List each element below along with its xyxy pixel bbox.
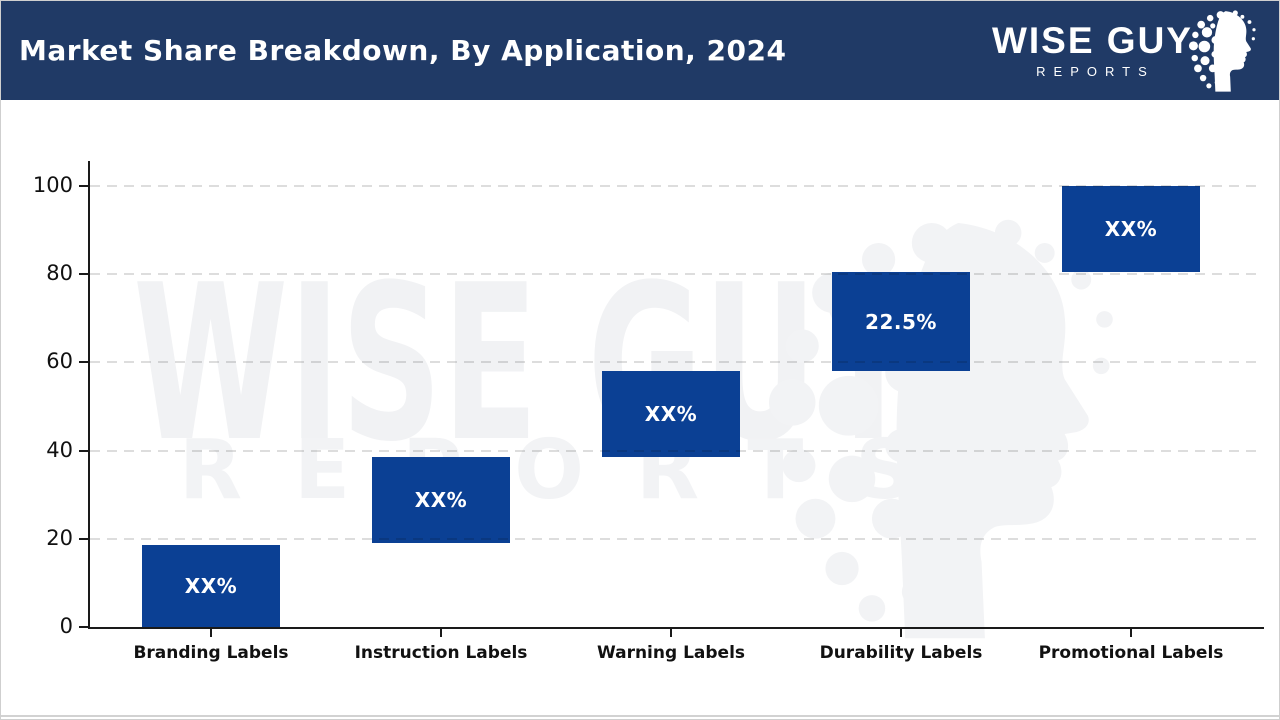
grid-line: [90, 361, 1263, 364]
figure-bottom-border: [1, 715, 1279, 717]
bar-value-label: XX%: [414, 488, 468, 513]
dotted-head-logo-icon: [1188, 9, 1256, 92]
bar: XX%: [372, 457, 510, 544]
y-tick-label: 0: [59, 614, 73, 638]
grid-line: [90, 273, 1263, 276]
bar-value-label: XX%: [184, 574, 238, 599]
chart-plot-area: WISE GUY REPORTS 0 20 40 60 80 100 Branding La…: [1, 100, 1279, 719]
bar: XX%: [1062, 186, 1200, 272]
x-axis-tick: [1130, 629, 1132, 637]
y-tick-label: 20: [46, 525, 73, 550]
grid-line: [90, 537, 1263, 540]
x-axis-tick: [440, 629, 442, 637]
y-axis-tick: [79, 361, 88, 364]
x-axis-label: Durability Labels: [819, 643, 983, 663]
x-axis-tick: [670, 629, 672, 637]
bar-value-label: XX%: [1104, 216, 1158, 241]
x-axis-label: Branding Labels: [133, 643, 289, 663]
y-tick-label: 100: [32, 173, 73, 197]
brand-name: WISE GUY: [991, 20, 1193, 61]
x-axis-label: Instruction Labels: [354, 643, 528, 663]
x-axis-tick: [900, 629, 902, 637]
bar-value-label: XX%: [644, 402, 698, 427]
header-bar: Market Share Breakdown, By Application, …: [1, 1, 1279, 100]
x-axis-label: Warning Labels: [596, 643, 746, 663]
bar-value-label: 22.5%: [865, 309, 937, 334]
grid-line: [90, 449, 1263, 452]
y-axis-line: [88, 161, 90, 629]
x-axis-line: [88, 627, 1264, 629]
y-tick-label: 40: [46, 437, 73, 462]
y-axis-tick: [79, 537, 88, 540]
brand-logo-text: WISE GUY REPORTS: [992, 22, 1193, 79]
x-axis-tick: [210, 629, 212, 637]
brand-subname: REPORTS: [1036, 64, 1155, 79]
y-axis-tick: [79, 449, 88, 452]
x-axis-label: Promotional Labels: [1038, 643, 1224, 663]
y-tick-label: 60: [46, 349, 73, 374]
grid-line: [90, 185, 1263, 187]
y-axis-tick: [79, 273, 88, 276]
bar: 22.5%: [832, 271, 970, 372]
y-axis-tick: [79, 626, 88, 628]
watermark-brand-text: WISE GUY: [133, 238, 920, 489]
brand-logo: WISE GUY REPORTS: [992, 9, 1263, 93]
y-tick-label: 80: [46, 261, 73, 286]
chart-title: Market Share Breakdown, By Application, …: [19, 34, 787, 67]
bar: XX%: [142, 545, 280, 627]
bar: XX%: [602, 371, 740, 458]
y-axis-tick: [79, 185, 88, 187]
